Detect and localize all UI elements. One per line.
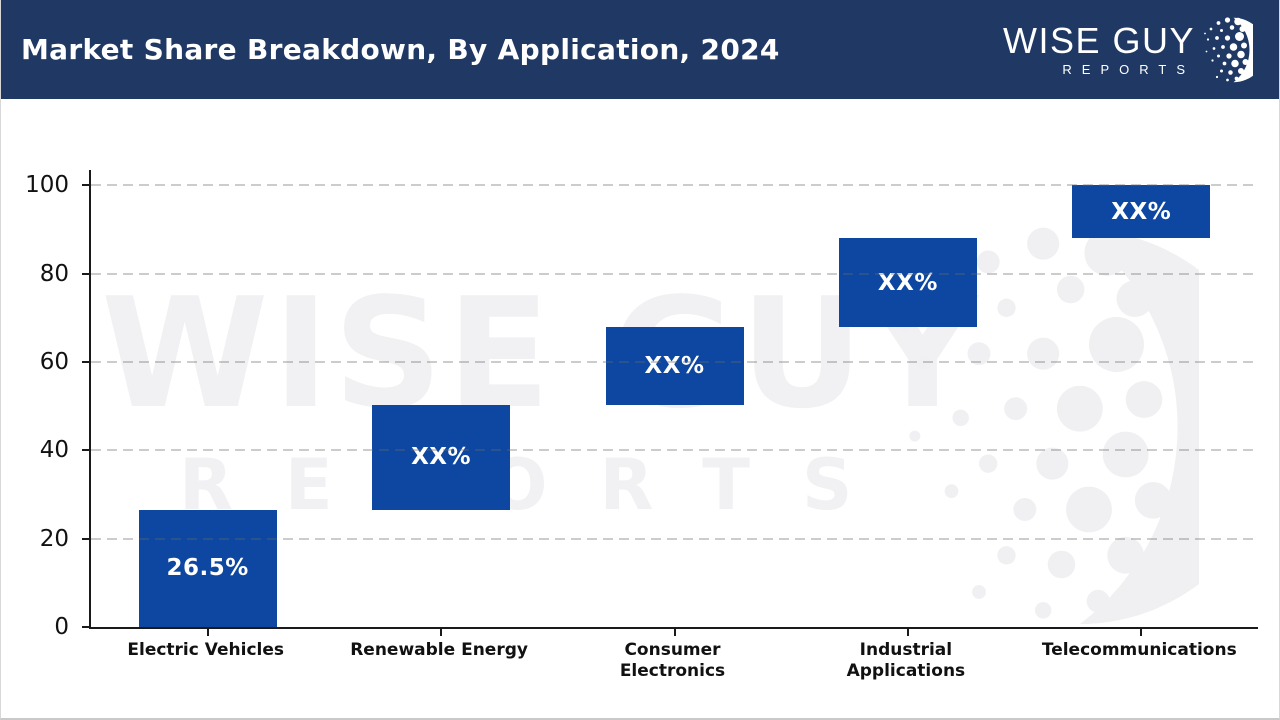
brand-logo: WISE GUY REPORTS <box>1003 12 1253 88</box>
y-tick-mark <box>82 272 89 275</box>
y-tick-mark <box>82 626 89 628</box>
x-category-label: Electric Vehicles <box>127 640 284 660</box>
y-axis-labels: 0 20 40 60 80 100 <box>1 170 79 640</box>
y-tick-label: 80 <box>39 260 69 287</box>
bar-segment: XX% <box>1072 185 1211 238</box>
page-title: Market Share Breakdown, By Application, … <box>21 33 780 66</box>
plot-area: 26.5% XX% XX% XX% XX% <box>82 170 1258 636</box>
bar-value-label: XX% <box>644 353 705 380</box>
brand-wordmark: WISE GUY REPORTS <box>1002 19 1195 77</box>
brand-name-text: WISE GUY <box>1002 19 1195 61</box>
gridline <box>91 449 1258 452</box>
x-tick-mark <box>206 629 209 636</box>
y-tick-label: 60 <box>39 349 69 376</box>
x-tick-mark <box>906 629 909 636</box>
bar-segment: 26.5% <box>138 509 277 627</box>
x-tick-mark <box>673 629 676 636</box>
x-tick-mark <box>440 629 443 636</box>
logo-head-icon <box>1204 16 1253 82</box>
y-tick-label: 0 <box>54 614 69 640</box>
bar-value-label: XX% <box>411 444 472 471</box>
bar-value-label: XX% <box>877 269 938 296</box>
x-category-label: Renewable Energy <box>350 640 528 660</box>
bar-segment: XX% <box>372 404 511 510</box>
y-tick-mark <box>82 184 89 187</box>
bar-segment: XX% <box>605 327 744 405</box>
y-tick-label: 20 <box>39 525 69 552</box>
bar-value-label: XX% <box>1111 198 1172 225</box>
gridline <box>91 272 1258 275</box>
y-tick-label: 40 <box>39 437 69 464</box>
y-tick-label: 100 <box>25 172 69 199</box>
y-tick-mark <box>82 537 89 540</box>
x-category-label: Telecommunications <box>1041 640 1237 660</box>
brand-subtext: REPORTS <box>1062 61 1195 77</box>
bar-segment: XX% <box>838 237 977 328</box>
x-category-label: Consumer Electronics <box>619 640 726 682</box>
y-tick-mark <box>82 449 89 452</box>
x-tick-mark <box>1140 629 1143 636</box>
bar-value-label: 26.5% <box>166 555 249 582</box>
x-category-label: Industrial Applications <box>846 640 966 682</box>
y-tick-mark <box>82 361 89 364</box>
header-bar: Market Share Breakdown, By Application, … <box>1 0 1279 99</box>
